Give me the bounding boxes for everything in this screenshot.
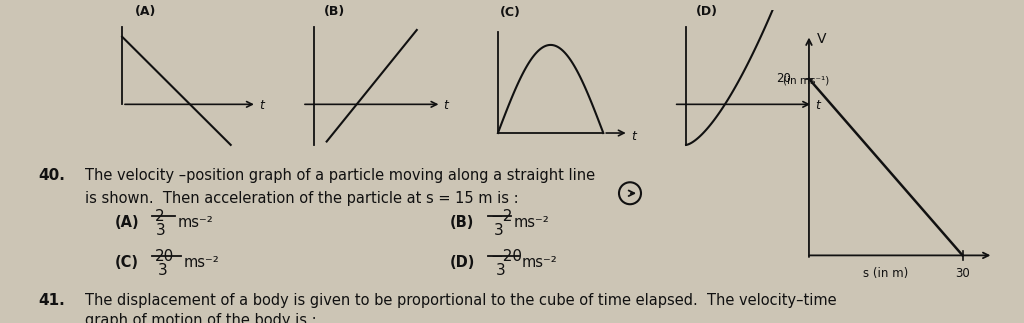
Text: graph of motion of the body is :: graph of motion of the body is : (85, 313, 316, 323)
Text: s (in m): s (in m) (863, 267, 908, 280)
Text: 30: 30 (955, 267, 970, 280)
Text: 2: 2 (155, 209, 165, 224)
Text: (C): (C) (500, 6, 521, 19)
Text: 3: 3 (496, 263, 506, 278)
Text: (A): (A) (135, 5, 157, 18)
Text: ms⁻²: ms⁻² (522, 255, 558, 270)
Text: t: t (259, 99, 264, 112)
Text: ms⁻²: ms⁻² (178, 215, 214, 230)
Text: is shown.  Then acceleration of the particle at s = 15 m is :: is shown. Then acceleration of the parti… (85, 191, 518, 206)
Text: 20: 20 (776, 72, 792, 85)
Text: 20: 20 (155, 249, 174, 264)
Text: 3: 3 (158, 263, 168, 278)
Text: (A): (A) (115, 215, 139, 230)
Text: −20: −20 (490, 249, 522, 264)
Text: (B): (B) (450, 215, 474, 230)
Text: 3: 3 (494, 223, 504, 238)
Text: ms⁻²: ms⁻² (514, 215, 550, 230)
Text: 41.: 41. (38, 293, 65, 308)
Text: t: t (443, 99, 449, 112)
Text: 3: 3 (156, 223, 166, 238)
Text: t: t (631, 130, 636, 143)
Text: The velocity –position graph of a particle moving along a straight line: The velocity –position graph of a partic… (85, 168, 595, 183)
Text: ms⁻²: ms⁻² (184, 255, 220, 270)
Text: −2: −2 (490, 209, 512, 224)
Text: The displacement of a body is given to be proportional to the cube of time elaps: The displacement of a body is given to b… (85, 293, 837, 308)
Text: (D): (D) (695, 5, 718, 18)
Text: V: V (817, 33, 826, 47)
Text: (C): (C) (115, 255, 139, 270)
Text: 40.: 40. (38, 168, 65, 183)
Text: (in ms⁻¹): (in ms⁻¹) (783, 75, 829, 85)
Text: t: t (815, 99, 820, 112)
Text: (B): (B) (325, 5, 345, 18)
Text: (D): (D) (450, 255, 475, 270)
